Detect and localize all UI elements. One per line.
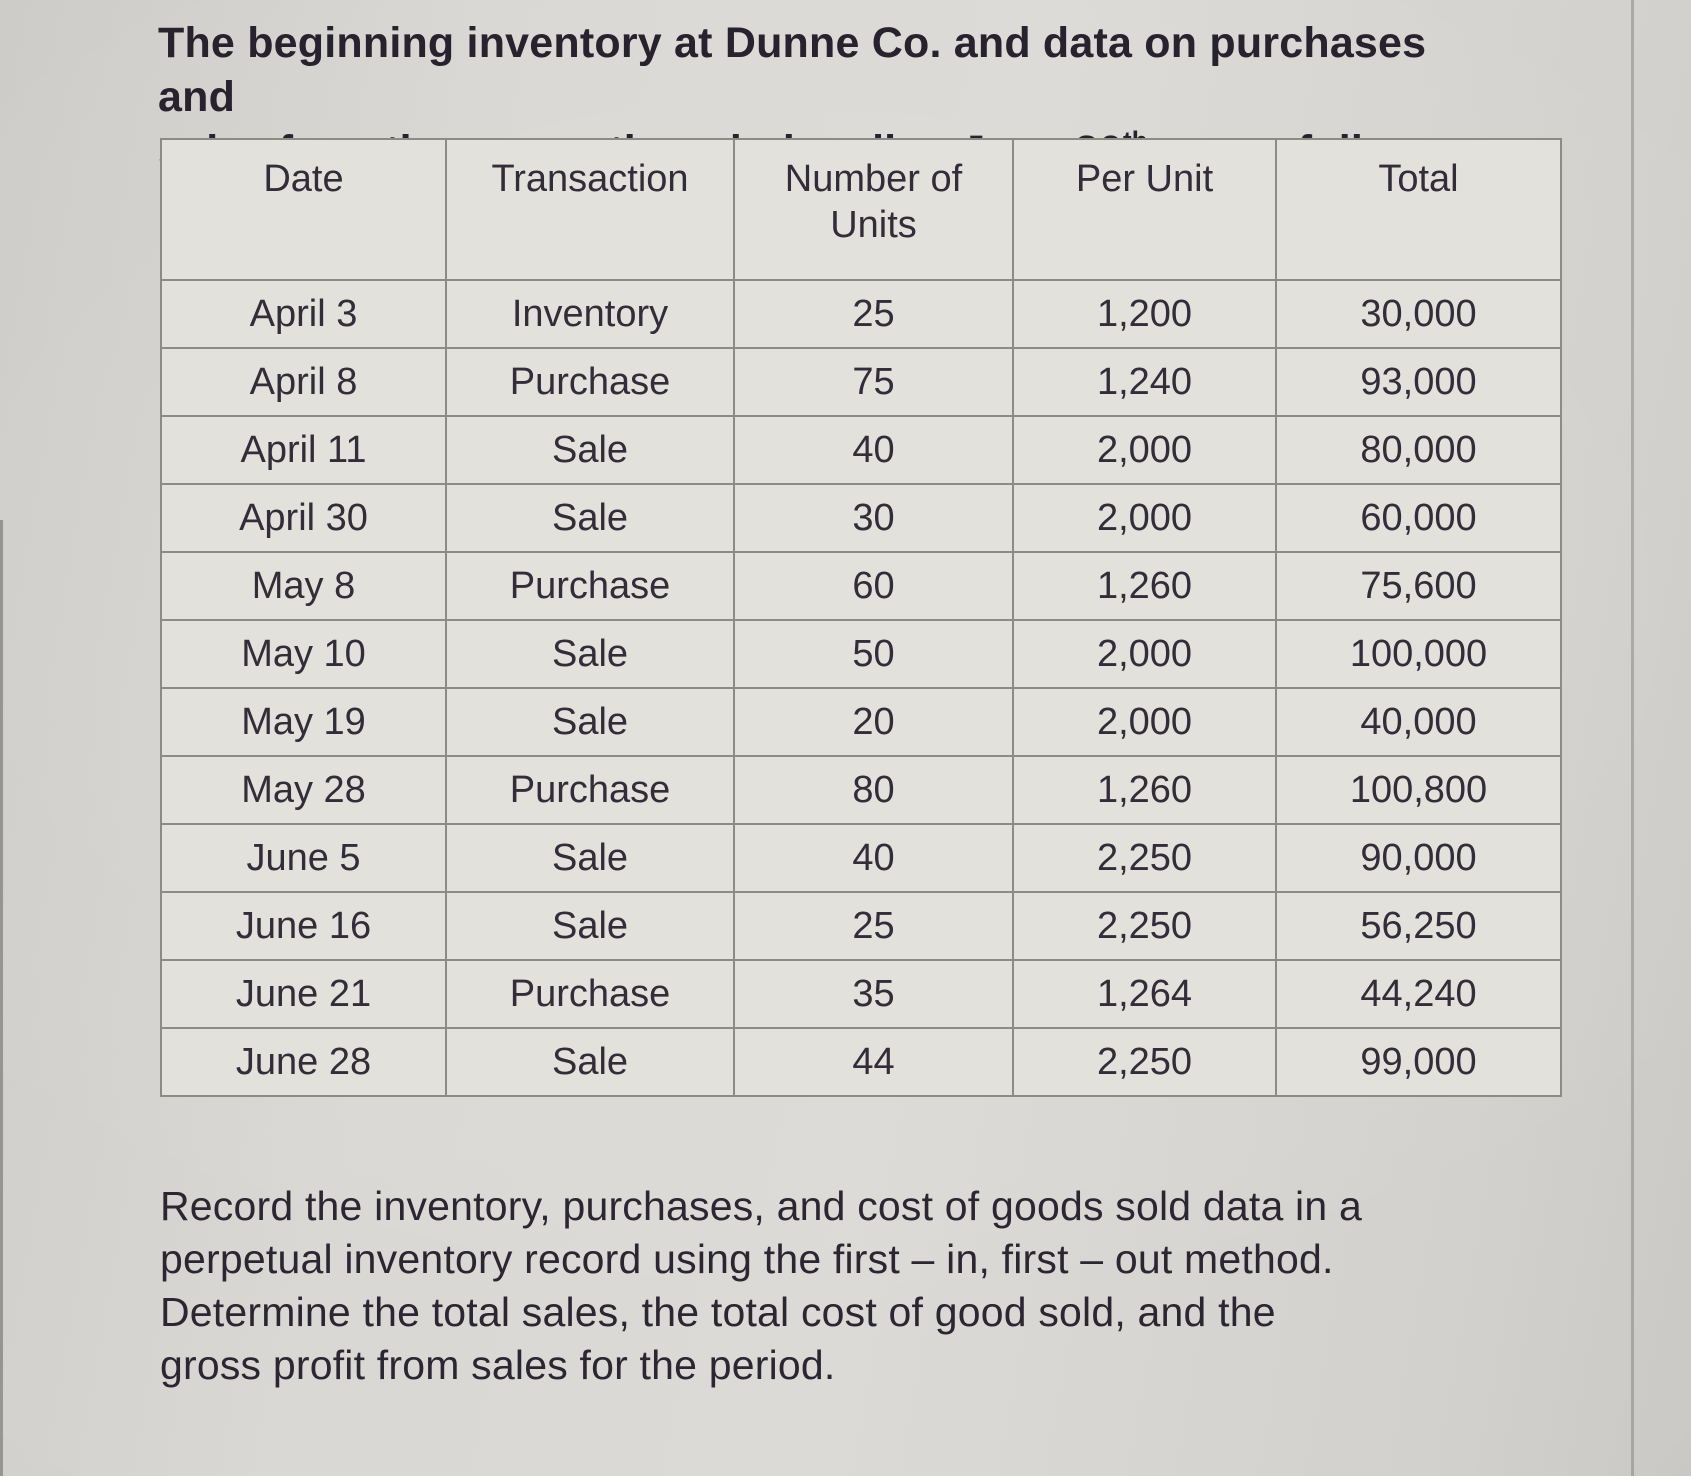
table-cell: 99,000 <box>1275 1027 1562 1097</box>
table-header-row: Date Transaction Number of Units Per Unit To… <box>160 138 1562 281</box>
table-row: June 16 Sale 25 2,250 56,250 <box>160 891 1562 961</box>
table-cell: June 28 <box>160 1027 447 1097</box>
inventory-transactions-table: Date Transaction Number of Units Per Unit To… <box>160 138 1562 1097</box>
table-cell: 2,000 <box>1012 687 1277 757</box>
table-cell: Sale <box>445 687 735 757</box>
table-cell: April 8 <box>160 347 447 417</box>
table-cell: 25 <box>733 279 1014 349</box>
table-cell: 25 <box>733 891 1014 961</box>
table-cell: Sale <box>445 619 735 689</box>
table-cell: 60 <box>733 551 1014 621</box>
table-cell: Purchase <box>445 755 735 825</box>
table-cell: 1,260 <box>1012 551 1277 621</box>
table-row: April 11 Sale 40 2,000 80,000 <box>160 415 1562 485</box>
screen-edge-line <box>1631 0 1634 1476</box>
table-cell: 44 <box>733 1027 1014 1097</box>
table-body: April 3 Inventory 25 1,200 30,000 April 8 Purc… <box>160 279 1562 1097</box>
table-cell: Purchase <box>445 959 735 1029</box>
table-cell: 93,000 <box>1275 347 1562 417</box>
table-cell: May 28 <box>160 755 447 825</box>
table-cell: 50 <box>733 619 1014 689</box>
table-cell: April 30 <box>160 483 447 553</box>
table-row: May 10 Sale 50 2,000 100,000 <box>160 619 1562 689</box>
column-header-date: Date <box>160 138 447 281</box>
table-cell: 20 <box>733 687 1014 757</box>
table-cell: 2,250 <box>1012 1027 1277 1097</box>
table-row: April 3 Inventory 25 1,200 30,000 <box>160 279 1562 349</box>
column-header-total: Total <box>1275 138 1562 281</box>
photo-left-edge <box>0 520 3 1476</box>
table-cell: 2,250 <box>1012 823 1277 893</box>
column-header-transaction: Transaction <box>445 138 735 281</box>
table-cell: 56,250 <box>1275 891 1562 961</box>
title-line-1: The beginning inventory at Dunne Co. and… <box>158 19 1427 121</box>
table-cell: Purchase <box>445 551 735 621</box>
table-cell: 40 <box>733 823 1014 893</box>
table-cell: 80 <box>733 755 1014 825</box>
table-cell: June 16 <box>160 891 447 961</box>
table-cell: Sale <box>445 891 735 961</box>
table-cell: Purchase <box>445 347 735 417</box>
table-cell: 80,000 <box>1275 415 1562 485</box>
table-cell: June 5 <box>160 823 447 893</box>
table-cell: April 11 <box>160 415 447 485</box>
table-cell: 40 <box>733 415 1014 485</box>
table-cell: Sale <box>445 1027 735 1097</box>
table-cell: May 19 <box>160 687 447 757</box>
instructions-line: perpetual inventory record using the fir… <box>160 1236 1334 1282</box>
table-cell: 60,000 <box>1275 483 1562 553</box>
table-cell: Sale <box>445 415 735 485</box>
table-cell: 90,000 <box>1275 823 1562 893</box>
table-cell: 1,264 <box>1012 959 1277 1029</box>
table-cell: Sale <box>445 483 735 553</box>
table-cell: 30,000 <box>1275 279 1562 349</box>
table-cell: 75,600 <box>1275 551 1562 621</box>
table-cell: 2,250 <box>1012 891 1277 961</box>
table-cell: 44,240 <box>1275 959 1562 1029</box>
table-cell: April 3 <box>160 279 447 349</box>
table-cell: May 10 <box>160 619 447 689</box>
table-cell: 100,800 <box>1275 755 1562 825</box>
table-cell: 2,000 <box>1012 483 1277 553</box>
table-row: April 30 Sale 30 2,000 60,000 <box>160 483 1562 553</box>
table-cell: 2,000 <box>1012 415 1277 485</box>
table-row: May 19 Sale 20 2,000 40,000 <box>160 687 1562 757</box>
table-cell: 75 <box>733 347 1014 417</box>
table-cell: 100,000 <box>1275 619 1562 689</box>
table-row: May 8 Purchase 60 1,260 75,600 <box>160 551 1562 621</box>
table-row: May 28 Purchase 80 1,260 100,800 <box>160 755 1562 825</box>
instructions-line: gross profit from sales for the period. <box>160 1342 836 1388</box>
table-cell: Inventory <box>445 279 735 349</box>
table-row: June 28 Sale 44 2,250 99,000 <box>160 1027 1562 1097</box>
table-row: April 8 Purchase 75 1,240 93,000 <box>160 347 1562 417</box>
table-row: June 21 Purchase 35 1,264 44,240 <box>160 959 1562 1029</box>
instructions-line: Determine the total sales, the total cos… <box>160 1289 1276 1335</box>
table-cell: 1,200 <box>1012 279 1277 349</box>
instructions-line: Record the inventory, purchases, and cos… <box>160 1183 1362 1229</box>
table-cell: 1,260 <box>1012 755 1277 825</box>
column-header-per-unit: Per Unit <box>1012 138 1277 281</box>
table-cell: 30 <box>733 483 1014 553</box>
table-cell: May 8 <box>160 551 447 621</box>
column-header-number-of-units: Number of Units <box>733 138 1014 281</box>
table-cell: 35 <box>733 959 1014 1029</box>
table-cell: Sale <box>445 823 735 893</box>
table-cell: 2,000 <box>1012 619 1277 689</box>
table-cell: June 21 <box>160 959 447 1029</box>
table-cell: 40,000 <box>1275 687 1562 757</box>
table-row: June 5 Sale 40 2,250 90,000 <box>160 823 1562 893</box>
table-cell: 1,240 <box>1012 347 1277 417</box>
instructions-paragraph: Record the inventory, purchases, and cos… <box>160 1180 1520 1392</box>
